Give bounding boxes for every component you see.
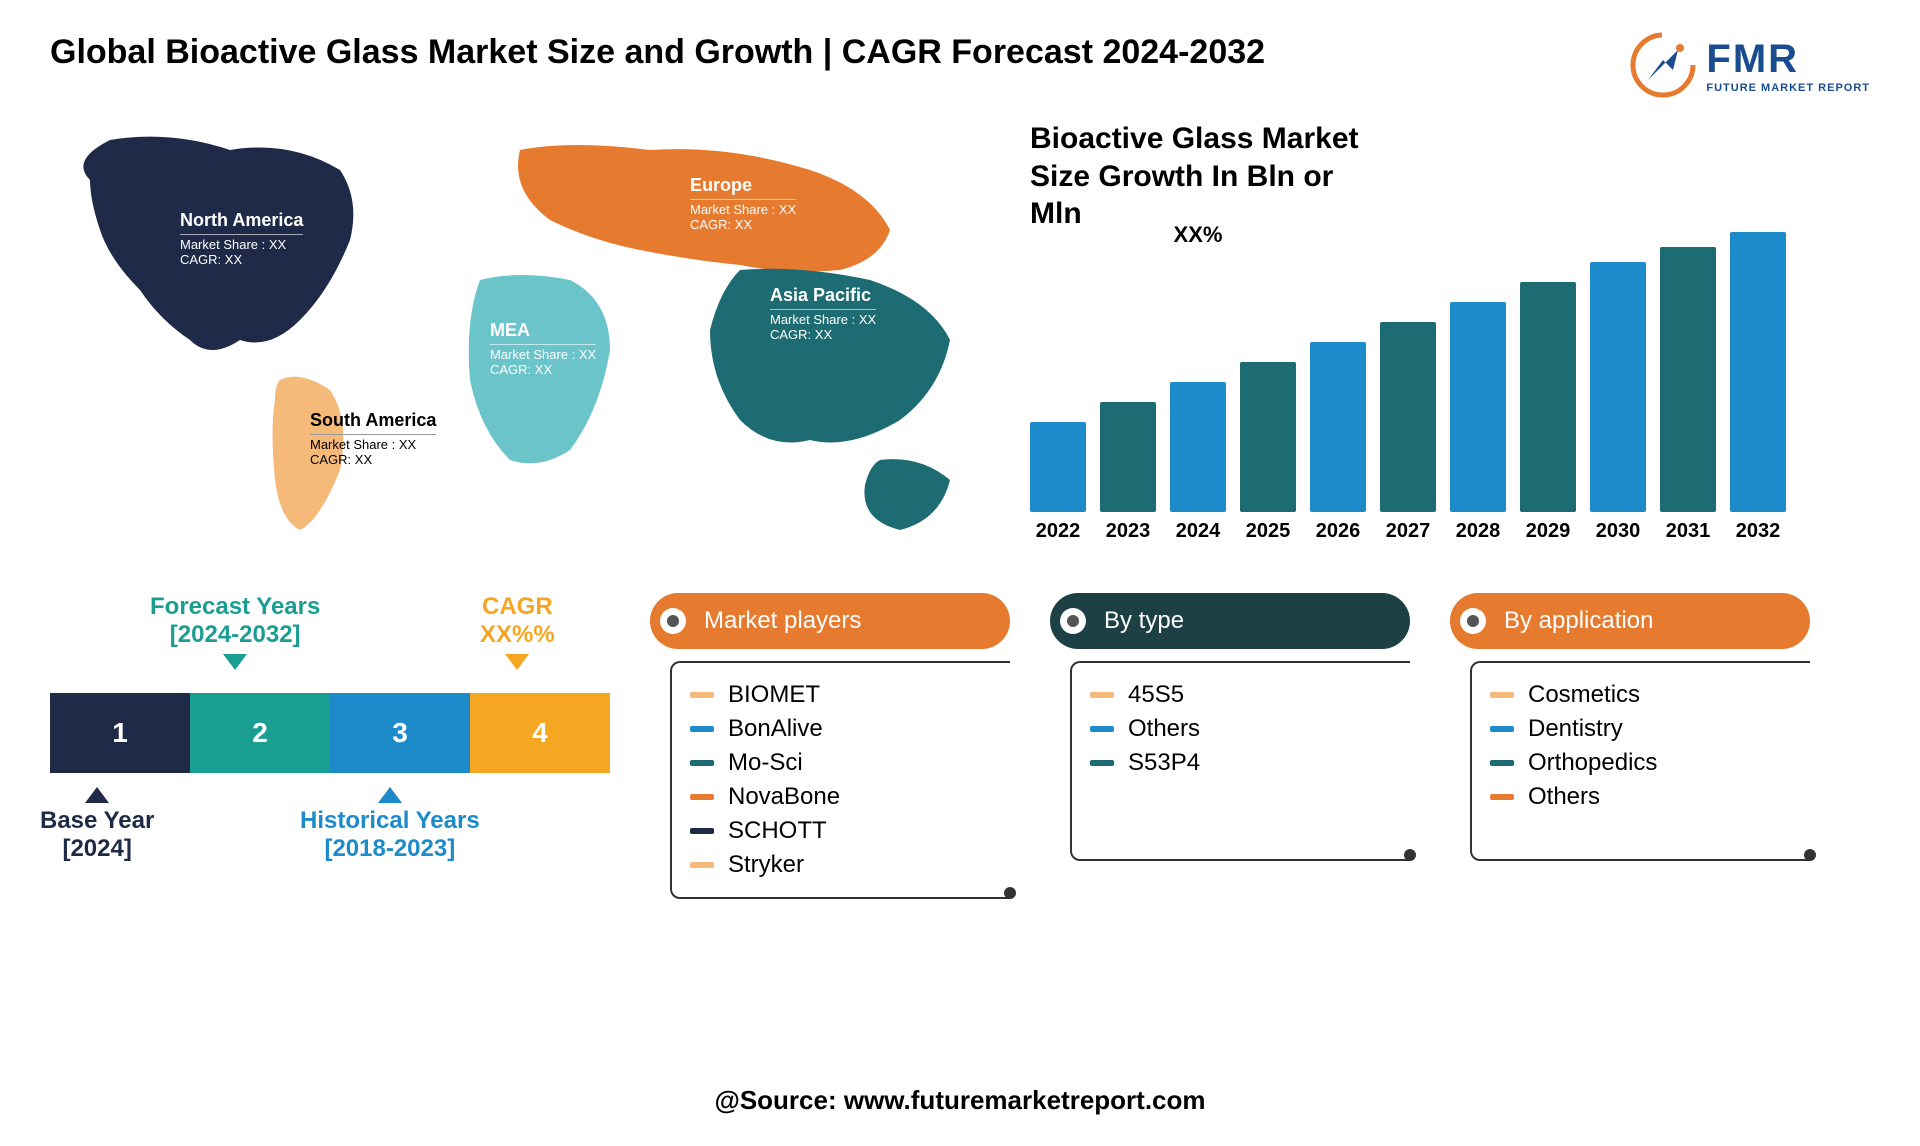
- list-item: Others: [1090, 715, 1410, 743]
- list-item: Mo-Sci: [690, 749, 1010, 777]
- fmr-logo-icon: [1628, 30, 1698, 100]
- tl-seg-4: 4: [470, 693, 610, 773]
- tl-note-forecast: Forecast Years[2024-2032]: [150, 593, 320, 675]
- region-eu: Europe Market Share : XXCAGR: XX: [690, 175, 796, 232]
- region-na: North America Market Share : XXCAGR: XX: [180, 210, 303, 267]
- list-item: NovaBone: [690, 783, 1010, 811]
- bar-2029: 2029: [1520, 282, 1576, 543]
- tl-seg-3: 3: [330, 693, 470, 773]
- region-ap: Asia Pacific Market Share : XXCAGR: XX: [770, 285, 876, 342]
- section-market-players: Market players BIOMET BonAlive Mo-Sci NovaB…: [650, 593, 1010, 899]
- timeline: Forecast Years[2024-2032] CAGRXX%% 1 2 3…: [50, 593, 610, 773]
- section-by-type: By type 45S5 Others S53P4: [1050, 593, 1410, 861]
- section-by-application: By application Cosmetics Dentistry Orthope…: [1450, 593, 1810, 861]
- list-item: BonAlive: [690, 715, 1010, 743]
- list-item: Others: [1490, 783, 1810, 811]
- logo-text-sub: FUTURE MARKET REPORT: [1706, 82, 1870, 94]
- list-item: Orthopedics: [1490, 749, 1810, 777]
- growth-bar-chart: Bioactive Glass Market Size Growth In Bl…: [1030, 120, 1870, 543]
- bar-2026: 2026: [1310, 342, 1366, 543]
- bar-2024: XX%2024: [1170, 382, 1226, 543]
- pill-by-type: By type: [1050, 593, 1410, 649]
- list-item: Dentistry: [1490, 715, 1810, 743]
- list-item: Stryker: [690, 851, 1010, 879]
- bar-2031: 2031: [1660, 247, 1716, 543]
- list-item: Cosmetics: [1490, 681, 1810, 709]
- tl-note-base: Base Year[2024]: [40, 783, 154, 865]
- page-title: Global Bioactive Glass Market Size and G…: [50, 30, 1265, 74]
- logo: FMR FUTURE MARKET REPORT: [1628, 30, 1870, 100]
- bar-2027: 2027: [1380, 322, 1436, 543]
- bar-2032: XX%2032: [1730, 232, 1786, 543]
- list-item: SCHOTT: [690, 817, 1010, 845]
- bar-2025: 2025: [1240, 362, 1296, 543]
- bar-2030: 2030: [1590, 262, 1646, 543]
- region-mea: MEA Market Share : XXCAGR: XX: [490, 320, 596, 377]
- pill-market-players: Market players: [650, 593, 1010, 649]
- bar-2028: 2028: [1450, 302, 1506, 543]
- bar-2023: 2023: [1100, 402, 1156, 543]
- bar-2022: 2022: [1030, 422, 1086, 543]
- region-sa: South America Market Share : XXCAGR: XX: [310, 410, 436, 467]
- list-item: 45S5: [1090, 681, 1410, 709]
- header: Global Bioactive Glass Market Size and G…: [50, 30, 1870, 100]
- tl-seg-2: 2: [190, 693, 330, 773]
- world-map: North America Market Share : XXCAGR: XX …: [50, 120, 990, 540]
- tl-note-hist: Historical Years[2018-2023]: [300, 783, 480, 865]
- list-item: BIOMET: [690, 681, 1010, 709]
- list-item: S53P4: [1090, 749, 1410, 777]
- tl-note-cagr: CAGRXX%%: [480, 593, 555, 675]
- tl-seg-1: 1: [50, 693, 190, 773]
- source-attribution: @Source: www.futuremarketreport.com: [0, 1085, 1920, 1116]
- chart-title: Bioactive Glass Market Size Growth In Bl…: [1030, 120, 1390, 233]
- pill-by-application: By application: [1450, 593, 1810, 649]
- logo-text-main: FMR: [1706, 37, 1870, 82]
